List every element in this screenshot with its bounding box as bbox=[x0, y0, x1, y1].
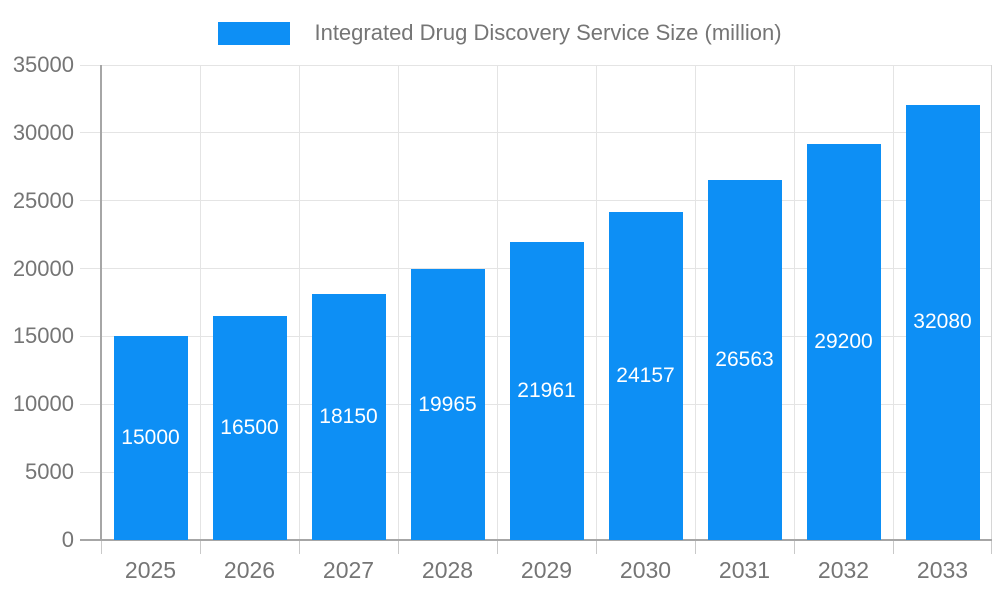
bar-value-label: 26563 bbox=[715, 347, 774, 371]
bar-value-label: 24157 bbox=[616, 364, 675, 388]
y-axis-tick-label: 25000 bbox=[12, 187, 74, 213]
x-axis-tick bbox=[595, 540, 597, 554]
bar bbox=[212, 316, 287, 540]
chart-legend: Integrated Drug Discovery Service Size (… bbox=[0, 20, 1000, 46]
bar bbox=[707, 179, 782, 540]
bar-value-label: 19965 bbox=[418, 392, 477, 416]
y-axis-line bbox=[100, 65, 102, 540]
h-gridline bbox=[80, 132, 992, 134]
bar-value-label: 21961 bbox=[517, 378, 576, 402]
y-axis-tick-label: 20000 bbox=[12, 255, 74, 281]
bar-value-label: 32080 bbox=[913, 310, 972, 334]
v-gridline bbox=[397, 65, 399, 540]
y-axis-tick-label: 5000 bbox=[25, 459, 74, 485]
x-axis-tick bbox=[793, 540, 795, 554]
bar bbox=[806, 143, 881, 540]
bar bbox=[905, 104, 980, 540]
x-axis-tick-label: 2030 bbox=[619, 557, 672, 583]
h-gridline bbox=[80, 200, 992, 202]
x-axis-tick bbox=[199, 540, 201, 554]
bar bbox=[410, 269, 485, 540]
x-axis-tick bbox=[892, 540, 894, 554]
x-axis-tick bbox=[397, 540, 399, 554]
x-axis-tick-label: 2033 bbox=[916, 557, 969, 583]
v-gridline bbox=[694, 65, 696, 540]
y-axis-tick-label: 0 bbox=[61, 527, 74, 552]
x-axis-tick bbox=[298, 540, 300, 554]
y-axis-tick-label: 15000 bbox=[12, 323, 74, 349]
bar bbox=[113, 336, 188, 540]
x-axis-tick-label: 2032 bbox=[817, 557, 870, 583]
x-axis-tick-label: 2031 bbox=[718, 557, 771, 583]
bar-value-label: 29200 bbox=[814, 329, 873, 353]
x-axis-tick-label: 2028 bbox=[421, 557, 474, 583]
legend-label: Integrated Drug Discovery Service Size (… bbox=[314, 20, 782, 45]
bar bbox=[311, 293, 386, 540]
bar-value-label: 15000 bbox=[121, 426, 180, 450]
x-axis-tick bbox=[694, 540, 696, 554]
y-axis-tick-label: 35000 bbox=[12, 52, 74, 77]
bar-value-label: 16500 bbox=[220, 416, 279, 440]
x-axis-tick-label: 2027 bbox=[322, 557, 375, 583]
plot-right-border bbox=[991, 65, 992, 540]
x-axis-line bbox=[80, 539, 992, 541]
v-gridline bbox=[892, 65, 894, 540]
legend-swatch bbox=[218, 21, 291, 45]
bar-value-label: 18150 bbox=[319, 404, 378, 428]
x-axis-tick-label: 2026 bbox=[223, 557, 276, 583]
x-axis-tick-label: 2025 bbox=[124, 557, 177, 583]
x-axis-tick bbox=[100, 540, 102, 554]
v-gridline bbox=[793, 65, 795, 540]
v-gridline bbox=[199, 65, 201, 540]
y-axis-tick-label: 30000 bbox=[12, 119, 74, 145]
h-gridline bbox=[80, 64, 992, 66]
x-axis-tick bbox=[990, 540, 992, 554]
bar bbox=[509, 241, 584, 540]
x-axis-tick-label: 2029 bbox=[520, 557, 573, 583]
y-axis-tick-label: 10000 bbox=[12, 391, 74, 417]
x-axis-tick bbox=[496, 540, 498, 554]
v-gridline bbox=[496, 65, 498, 540]
plot-area: 0 5000 10000 15000 20000 25000 30000 35000 15000… bbox=[13, 52, 992, 583]
v-gridline bbox=[595, 65, 597, 540]
v-gridline bbox=[298, 65, 300, 540]
bar bbox=[608, 212, 683, 540]
